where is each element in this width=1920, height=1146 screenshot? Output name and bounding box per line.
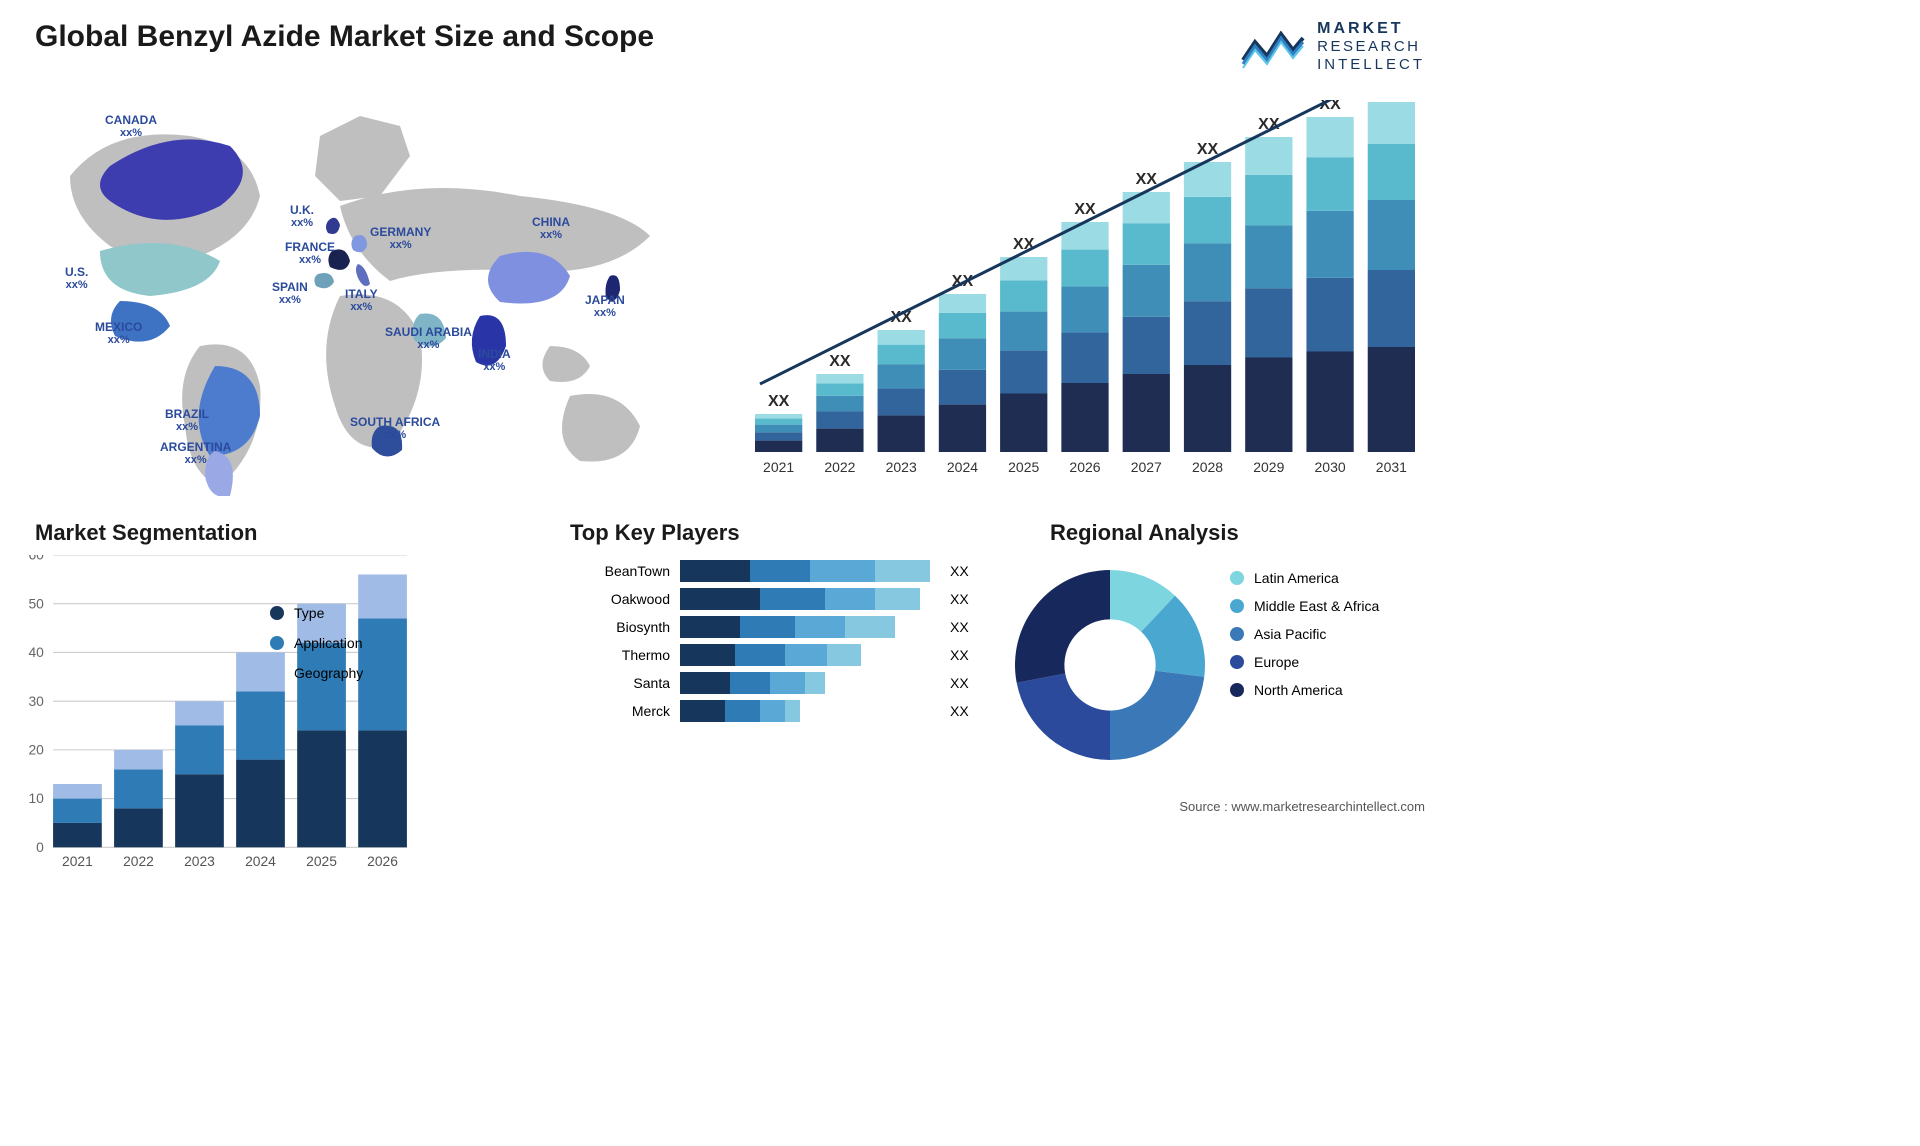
keyplayers-chart: BeanTownXX OakwoodXX BiosynthXX ThermoXX San… xyxy=(570,560,990,728)
page-title: Global Benzyl Azide Market Size and Scop… xyxy=(35,20,654,54)
svg-text:2026: 2026 xyxy=(367,853,398,869)
region-legend-latin-america: Latin America xyxy=(1230,570,1379,586)
player-row-merck: MerckXX xyxy=(570,700,990,722)
player-row-beantown: BeanTownXX xyxy=(570,560,990,582)
segmentation-legend: Type Application Geography xyxy=(270,605,363,681)
map-label-canada: CANADAxx% xyxy=(105,114,157,139)
source-line: Source : www.marketresearchintellect.com xyxy=(1179,799,1425,814)
region-legend-asia-pacific: Asia Pacific xyxy=(1230,626,1379,642)
map-label-japan: JAPANxx% xyxy=(585,294,625,319)
svg-text:XX: XX xyxy=(1074,201,1096,218)
svg-text:2021: 2021 xyxy=(62,853,93,869)
svg-text:0: 0 xyxy=(36,839,44,855)
svg-text:2022: 2022 xyxy=(824,459,855,475)
svg-text:20: 20 xyxy=(28,741,44,757)
keyplayers-title: Top Key Players xyxy=(570,520,740,546)
logo-icon xyxy=(1241,22,1305,70)
logo-line1: MARKET xyxy=(1317,20,1425,38)
regional-donut xyxy=(1000,555,1220,775)
map-label-spain: SPAINxx% xyxy=(272,281,308,306)
svg-text:XX: XX xyxy=(1013,236,1035,253)
region-legend-north-america: North America xyxy=(1230,682,1379,698)
svg-text:60: 60 xyxy=(28,555,44,563)
map-label-saudi-arabia: SAUDI ARABIAxx% xyxy=(385,326,472,351)
svg-text:2024: 2024 xyxy=(245,853,276,869)
svg-text:2025: 2025 xyxy=(306,853,337,869)
svg-text:30: 30 xyxy=(28,693,44,709)
map-label-france: FRANCExx% xyxy=(285,241,335,266)
svg-text:2028: 2028 xyxy=(1192,459,1223,475)
svg-text:40: 40 xyxy=(28,644,44,660)
player-row-oakwood: OakwoodXX xyxy=(570,588,990,610)
map-label-south-africa: SOUTH AFRICAxx% xyxy=(350,416,440,441)
map-label-u.k.: U.K.xx% xyxy=(290,204,314,229)
region-legend-europe: Europe xyxy=(1230,654,1379,670)
svg-text:XX: XX xyxy=(829,353,851,370)
svg-text:2024: 2024 xyxy=(947,459,978,475)
svg-text:2021: 2021 xyxy=(763,459,794,475)
map-label-italy: ITALYxx% xyxy=(345,288,378,313)
svg-text:XX: XX xyxy=(768,393,790,410)
region-legend-middle-east-africa: Middle East & Africa xyxy=(1230,598,1379,614)
map-label-china: CHINAxx% xyxy=(532,216,570,241)
svg-text:2025: 2025 xyxy=(1008,459,1039,475)
svg-text:2029: 2029 xyxy=(1253,459,1284,475)
regional-title: Regional Analysis xyxy=(1050,520,1239,546)
player-row-thermo: ThermoXX xyxy=(570,644,990,666)
map-label-germany: GERMANYxx% xyxy=(370,226,431,251)
regional-legend: Latin America Middle East & Africa Asia Pa… xyxy=(1230,570,1379,698)
svg-text:2023: 2023 xyxy=(184,853,215,869)
map-label-mexico: MEXICOxx% xyxy=(95,321,142,346)
seg-legend-type: Type xyxy=(270,605,363,621)
map-label-u.s.: U.S.xx% xyxy=(65,266,88,291)
svg-text:2031: 2031 xyxy=(1376,459,1407,475)
map-label-argentina: ARGENTINAxx% xyxy=(160,441,231,466)
seg-legend-application: Application xyxy=(270,635,363,651)
brand-logo: MARKET RESEARCH INTELLECT xyxy=(1241,20,1425,73)
logo-line2: RESEARCH xyxy=(1317,38,1425,55)
map-label-india: INDIAxx% xyxy=(478,348,511,373)
seg-legend-geography: Geography xyxy=(270,665,363,681)
player-row-biosynth: BiosynthXX xyxy=(570,616,990,638)
svg-text:2027: 2027 xyxy=(1131,459,1162,475)
svg-text:10: 10 xyxy=(28,790,44,806)
market-size-svg: XX2021XX2022XX2023XX2024XX2025XX2026XX20… xyxy=(740,100,1430,480)
player-row-santa: SantaXX xyxy=(570,672,990,694)
svg-text:XX: XX xyxy=(1136,171,1158,188)
svg-text:2023: 2023 xyxy=(886,459,917,475)
svg-text:2022: 2022 xyxy=(123,853,154,869)
svg-text:50: 50 xyxy=(28,595,44,611)
segmentation-title: Market Segmentation xyxy=(35,520,258,546)
map-label-brazil: BRAZILxx% xyxy=(165,408,209,433)
svg-text:2026: 2026 xyxy=(1069,459,1100,475)
logo-line3: INTELLECT xyxy=(1317,56,1425,73)
world-map: CANADAxx% U.S.xx% MEXICOxx% BRAZILxx% ARGENT… xyxy=(10,96,710,496)
market-size-chart: XX2021XX2022XX2023XX2024XX2025XX2026XX20… xyxy=(740,100,1430,480)
regional-svg xyxy=(1000,555,1220,775)
svg-text:2030: 2030 xyxy=(1315,459,1346,475)
